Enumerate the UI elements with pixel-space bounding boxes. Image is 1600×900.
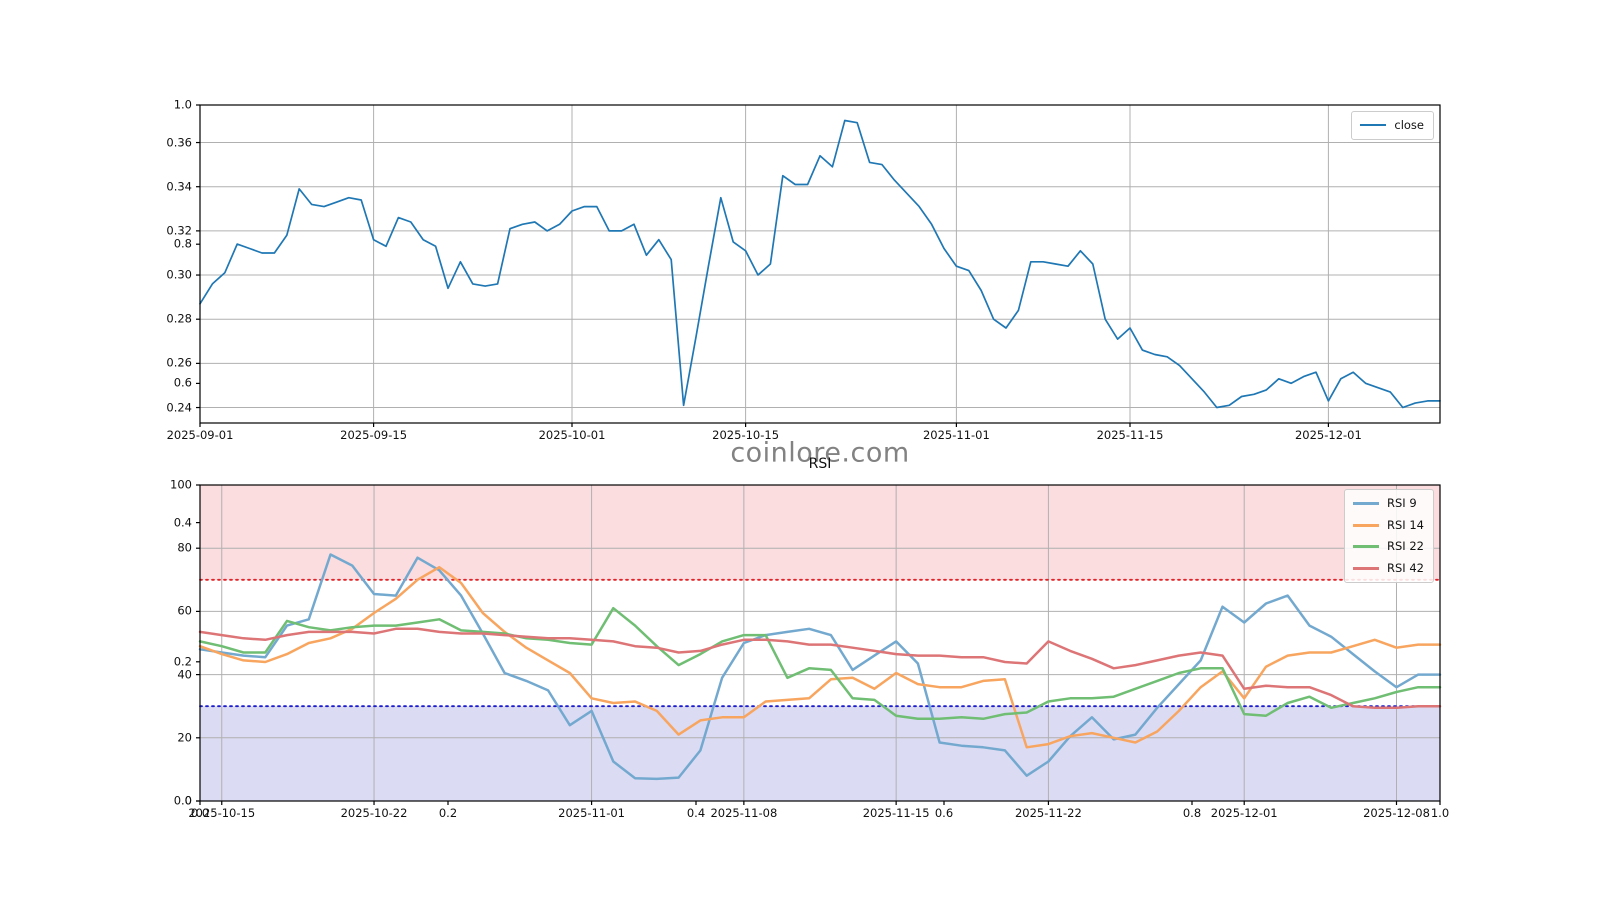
overlay-ytick-label: 0.4 [173, 514, 192, 529]
rsi-9-line [198, 553, 1442, 781]
price-xtick-label: 2025-11-15 [1096, 428, 1164, 442]
rsi-ytick-label: 60 [177, 603, 192, 618]
rsi-ytick-label: 20 [177, 730, 192, 745]
rsi-band-overbought [200, 485, 1440, 580]
price-xtick-label: 2025-09-01 [166, 428, 234, 442]
legend-row-rsi42: RSI 42 [1353, 560, 1424, 577]
overlay-xtick-label: 1.0 [1430, 806, 1450, 820]
rsi-xtick-label: 2025-11-22 [1014, 806, 1082, 820]
rsi-chart-title: RSI [808, 456, 832, 472]
rsi-xtick-label: 2025-11-01 [558, 806, 625, 820]
close-line [199, 119, 1441, 409]
legend-label-rsi14: RSI 14 [1387, 517, 1424, 532]
price-ytick-label: 0.24 [166, 399, 192, 414]
rsi-ytick-label: 0 [184, 793, 192, 808]
rsi-xtick-label: 2025-12-01 [1210, 806, 1278, 820]
price-ytick-label: 0.26 [166, 355, 192, 370]
rsi-xtick-label: 2025-10-22 [340, 806, 408, 820]
rsi-14-line [198, 565, 1442, 749]
rsi-band-oversold [200, 706, 1440, 801]
rsi-ytick-label: 40 [177, 666, 192, 681]
legend-row-rsi22: RSI 22 [1353, 538, 1424, 555]
legend-label-rsi42: RSI 42 [1387, 561, 1424, 576]
overlay-xtick-label: 0.0 [190, 806, 210, 820]
price-ytick-label: 0.28 [166, 311, 192, 326]
price-xtick-label: 2025-09-15 [340, 428, 408, 442]
rsi22-line-swatch [1353, 545, 1380, 549]
overlay-xtick-label: 0.2 [438, 806, 458, 820]
legend-label-close: close [1394, 118, 1424, 132]
price-xtick-label: 2025-10-01 [538, 428, 606, 442]
rsi-xtick-label: 2025-12-08 [1363, 806, 1430, 820]
rsi-xtick-label: 2025-10-15 [188, 806, 256, 820]
price-xtick-label: 2025-11-01 [922, 428, 990, 442]
legend-row-rsi14: RSI 14 [1353, 517, 1424, 534]
rsi14-line-swatch [1353, 523, 1380, 527]
overlay-xtick-label: 0.8 [1182, 806, 1202, 820]
overlay-xtick-label: 0.4 [686, 806, 706, 820]
legend-rsi: RSI 9 RSI 14 RSI 22 RSI 42 [1344, 489, 1434, 583]
rsi-xtick-label: 2025-11-15 [862, 806, 930, 820]
overlay-xtick-label: 0.6 [934, 806, 954, 820]
price-axes-frame [199, 104, 1441, 424]
price-xtick-label: 2025-10-15 [712, 428, 780, 442]
watermark: coinlore.com [730, 437, 910, 469]
rsi-22-line [198, 606, 1442, 721]
legend-label-rsi22: RSI 22 [1387, 539, 1424, 554]
overlay-ytick-label: 0.8 [173, 236, 192, 251]
price-ytick-label: 0.34 [166, 178, 192, 193]
legend-close: close [1351, 111, 1434, 140]
legend-row-close: close [1360, 117, 1424, 134]
overlay-ytick-label: 0.0 [173, 793, 192, 808]
price-ytick-label: 0.32 [166, 223, 192, 238]
close-line-swatch [1360, 124, 1387, 127]
rsi-42-line [198, 627, 1442, 710]
legend-label-rsi9: RSI 9 [1387, 496, 1417, 510]
overlay-ytick-label: 1.0 [173, 97, 192, 112]
price-ytick-label: 0.36 [166, 134, 192, 149]
overlay-ytick-label: 0.6 [173, 375, 192, 390]
rsi-ytick-label: 80 [177, 540, 192, 555]
legend-row-rsi9: RSI 9 [1353, 495, 1424, 512]
rsi-xtick-label: 2025-11-08 [710, 806, 778, 820]
rsi-axes-frame [199, 484, 1441, 802]
rsi42-line-swatch [1353, 566, 1380, 570]
overlay-ytick-label: 0.2 [173, 654, 192, 669]
price-xtick-label: 2025-12-01 [1294, 428, 1362, 442]
rsi9-line-swatch [1353, 501, 1380, 505]
rsi-ytick-label: 100 [170, 477, 192, 492]
price-ytick-label: 0.30 [166, 267, 192, 282]
